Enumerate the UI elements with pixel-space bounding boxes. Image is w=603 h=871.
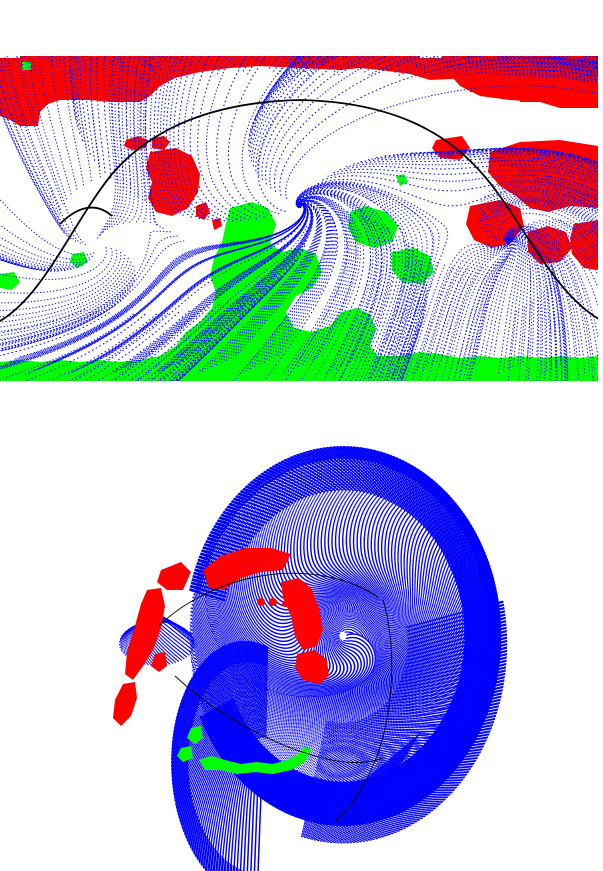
red-region-east [432, 136, 598, 270]
green-trace [177, 726, 311, 774]
orthographic-projection-panel [95, 430, 515, 871]
separatrix-bottom [158, 572, 393, 823]
red-arc-band [113, 548, 329, 726]
green-region-equatorial [0, 174, 598, 381]
green-speck-northwest [22, 62, 31, 70]
streamline-field-bottom [118, 445, 508, 871]
cylindrical-projection-panel [0, 56, 598, 381]
separatrix-top [0, 99, 598, 323]
streamline-field-top [0, 56, 598, 381]
